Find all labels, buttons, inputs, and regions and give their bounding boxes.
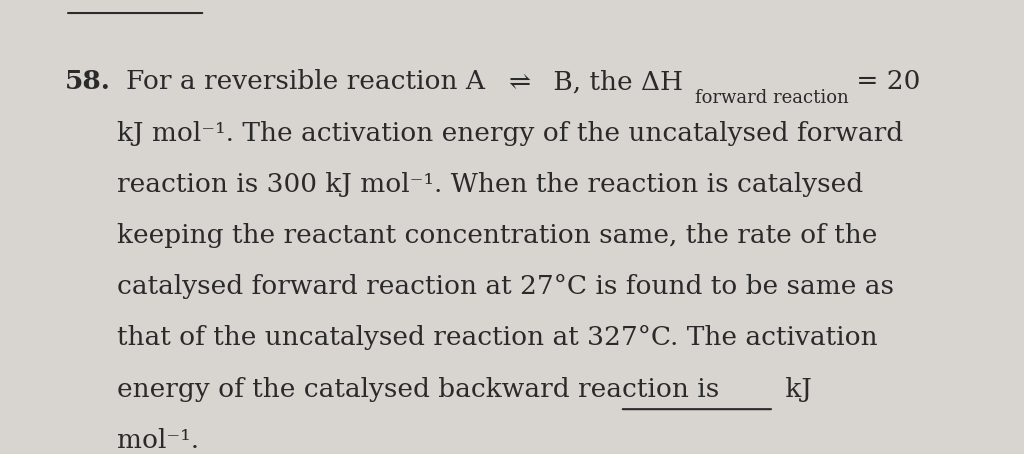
Text: B, the ΔH: B, the ΔH	[546, 69, 683, 94]
Text: kJ mol⁻¹. The activation energy of the uncatalysed forward: kJ mol⁻¹. The activation energy of the u…	[117, 121, 903, 146]
Text: energy of the catalysed backward reaction is: energy of the catalysed backward reactio…	[117, 377, 719, 402]
Text: catalysed forward reaction at 27°C is found to be same as: catalysed forward reaction at 27°C is fo…	[117, 274, 894, 299]
Text: 58.: 58.	[66, 69, 112, 94]
Text: ⇌: ⇌	[508, 69, 530, 94]
Text: = 20: = 20	[848, 69, 921, 94]
Text: that of the uncatalysed reaction at 327°C. The activation: that of the uncatalysed reaction at 327°…	[117, 326, 878, 350]
Text: mol⁻¹.: mol⁻¹.	[117, 428, 199, 453]
Text: forward reaction: forward reaction	[694, 89, 848, 107]
Text: keeping the reactant concentration same, the rate of the: keeping the reactant concentration same,…	[117, 223, 877, 248]
Text: reaction is 300 kJ mol⁻¹. When the reaction is catalysed: reaction is 300 kJ mol⁻¹. When the react…	[117, 172, 862, 197]
Text: For a reversible reaction A: For a reversible reaction A	[126, 69, 494, 94]
Text: kJ: kJ	[776, 377, 811, 402]
